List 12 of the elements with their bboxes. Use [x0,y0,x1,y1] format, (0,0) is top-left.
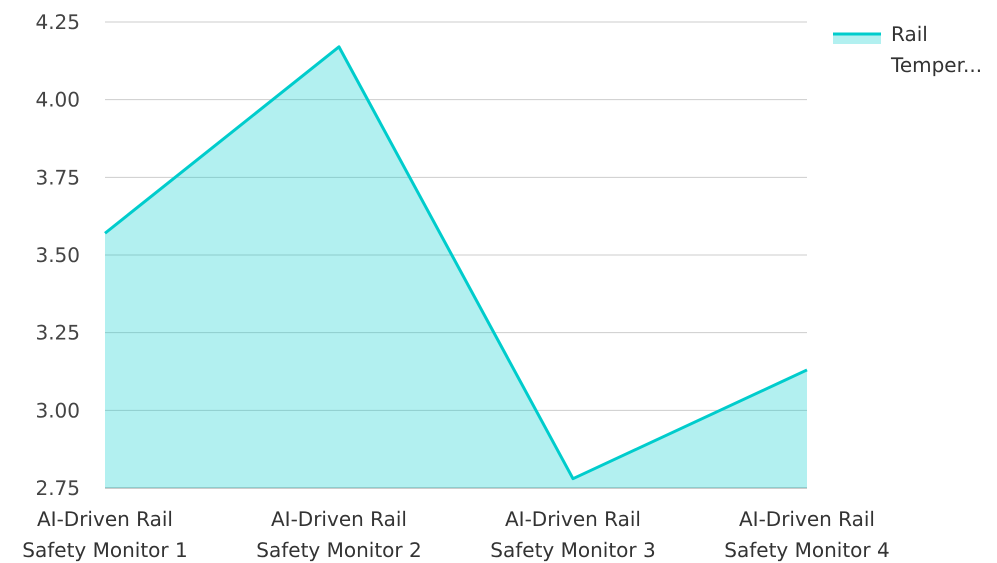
legend-label: Rail Temper... [890,22,982,77]
y-tick-label: 4.00 [35,88,80,112]
y-tick-label: 3.00 [35,398,80,422]
y-tick-label: 4.25 [35,10,80,34]
x-tick-label: AI-Driven Rail Safety Monitor 2 [256,507,422,562]
x-tick-label: AI-Driven Rail Safety Monitor 4 [724,507,890,562]
y-tick-label: 3.25 [35,320,80,345]
y-tick-label: 3.75 [35,165,80,190]
y-tick-label: 2.75 [35,476,80,500]
x-tick-label: AI-Driven Rail Safety Monitor 3 [490,507,656,562]
y-tick-label: 3.50 [35,243,80,267]
x-tick-label: AI-Driven Rail Safety Monitor 1 [22,507,188,562]
